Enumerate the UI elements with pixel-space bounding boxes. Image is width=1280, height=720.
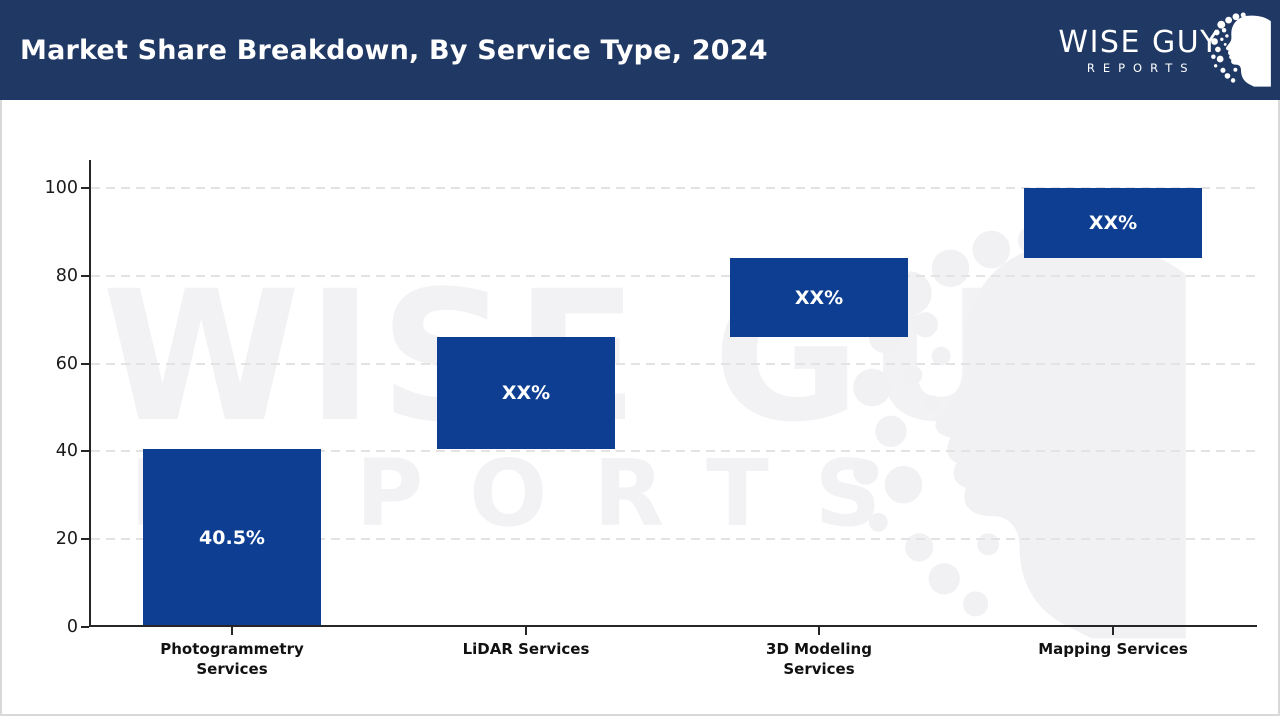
page-title: Market Share Breakdown, By Service Type,… [20,34,768,66]
wise-guy-logo: WISE GUY REPORTS [1058,0,1272,100]
y-tick-label: 40 [55,441,78,462]
bar-value-label: XX% [501,382,551,405]
y-tick-mark [81,274,89,277]
plot-area: 40.5% XX% XX% XX% [91,187,1255,627]
y-tick-mark [81,450,89,453]
logo-subtext: REPORTS [1086,61,1196,75]
x-tick-mark [231,627,233,635]
gridline [91,450,1255,453]
y-tick-label: 20 [55,529,78,550]
y-tick-label: 0 [66,617,78,637]
gridline [91,187,1255,190]
bar: 40.5% [143,449,321,627]
y-tick-label: 60 [55,353,78,374]
wise-guy-logo-text: WISE GUY REPORTS [1058,25,1220,75]
y-tick-mark [81,187,89,189]
header: Market Share Breakdown, By Service Type,… [0,0,1280,100]
x-axis-label: LiDAR Services [462,640,590,658]
wise-guy-head-icon [1211,12,1271,87]
bar: XX% [437,337,615,450]
gridline [91,362,1255,365]
logo-wordmark: WISE GUY [1058,25,1220,60]
y-tick-label: 100 [44,178,78,198]
y-tick-mark [81,626,89,628]
gridline [91,538,1255,541]
bar: XX% [1024,188,1202,259]
y-tick-mark [81,362,89,365]
bar-value-label: 40.5% [199,527,265,550]
y-tick-label: 80 [55,265,78,286]
bar-value-label: XX% [1088,212,1138,235]
bar: XX% [730,258,908,338]
x-axis-label: Photogrammetry Services [160,640,304,678]
y-tick-mark [81,538,89,541]
x-tick-mark [525,627,527,635]
chart-area: WISE GUY REPORTS 40.5% XX% XX% XX% 0 20 40 60 8… [0,100,1280,716]
x-tick-mark [818,627,820,635]
bar-value-label: XX% [794,286,844,309]
gridline [91,274,1255,277]
